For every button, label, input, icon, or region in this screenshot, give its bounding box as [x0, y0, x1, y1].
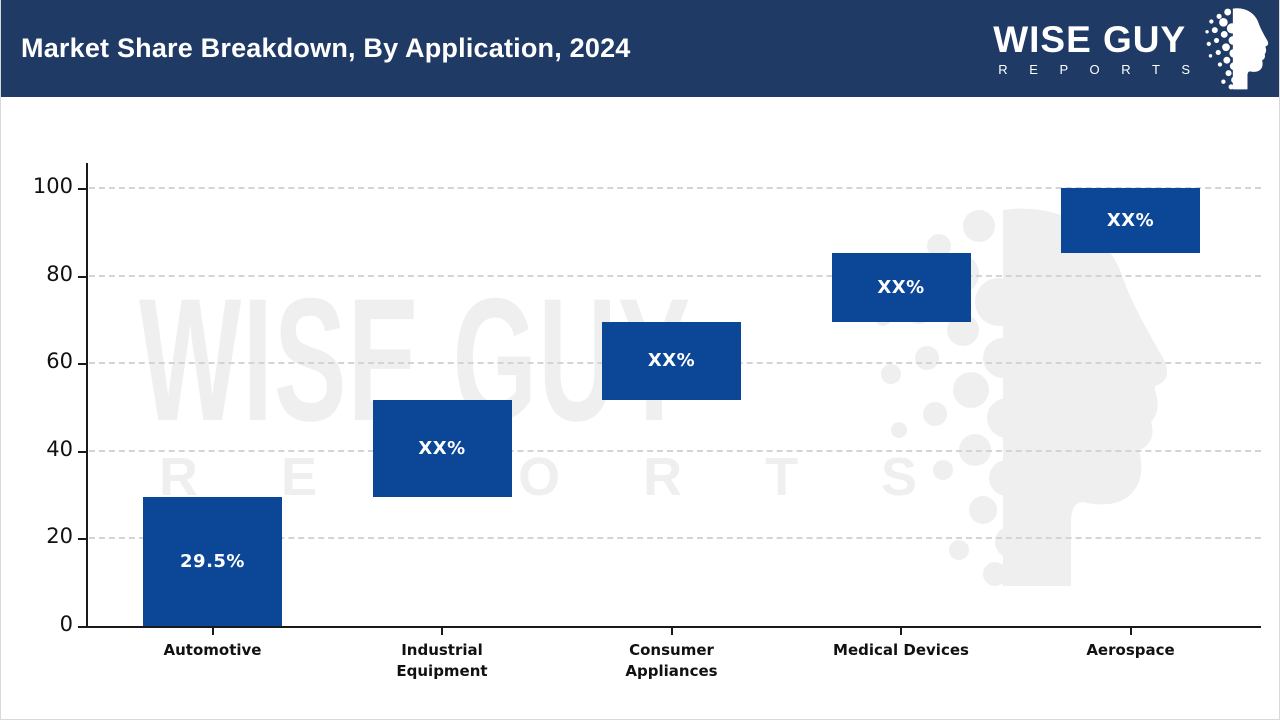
y-tick-label-100: 100: [32, 174, 73, 198]
y-tick-label-0: 0: [59, 612, 73, 636]
gridline-40: [89, 449, 1261, 452]
gridline-20: [89, 537, 1261, 540]
y-tickmark-60: [78, 363, 86, 366]
y-tick-label-40: 40: [46, 436, 73, 461]
x-category-label-line: Medical Devices: [833, 641, 969, 659]
x-category-label-line: Consumer: [629, 641, 714, 659]
x-category-label: Consumer Appliances: [577, 640, 767, 682]
x-category-label-line: Automotive: [163, 641, 262, 659]
x-tickmark-5: [1129, 628, 1132, 635]
y-tickmark-20: [78, 538, 86, 541]
logo-subtext: R E P O R T S: [998, 61, 1199, 77]
x-tickmark-1: [211, 628, 214, 635]
bar-medical-devices: XX%: [831, 252, 971, 322]
x-category-label: Industrial Equipment: [347, 640, 537, 682]
y-tickmark-80: [78, 275, 86, 278]
y-axis-line: [86, 163, 88, 628]
y-tick-label-80: 80: [46, 261, 73, 286]
bar-aerospace: XX%: [1061, 188, 1200, 253]
x-tickmark-2: [441, 628, 443, 635]
y-tickmark-100: [78, 188, 86, 190]
bar-industrial-equipment: XX%: [372, 399, 512, 497]
x-tickmark-3: [670, 628, 673, 635]
gridline-80: [89, 274, 1261, 277]
y-tick-label-20: 20: [46, 524, 73, 549]
x-category-label-line: Industrial: [401, 641, 483, 659]
x-category-label-line: Equipment: [396, 662, 488, 680]
y-tickmark-0: [78, 626, 86, 628]
bar-automotive: 29.5%: [143, 496, 282, 626]
header-banner: Market Share Breakdown, By Application, …: [1, 0, 1279, 97]
bar-value-label: 29.5%: [180, 550, 245, 572]
x-category-label: Aerospace: [1036, 640, 1226, 661]
wise-guy-head-icon: [1205, 7, 1269, 89]
bar-value-label: XX%: [418, 437, 466, 459]
y-tickmark-40: [78, 450, 86, 453]
x-category-label: Medical Devices: [806, 640, 996, 661]
bar-value-label: XX%: [647, 350, 696, 372]
logo-wordmark: WISE GUY: [993, 18, 1187, 60]
gridline-100: [89, 187, 1261, 189]
bar-value-label: XX%: [1106, 209, 1155, 231]
wise-guy-logo: WISE GUY R E P O R T S: [993, 6, 1271, 92]
watermark-subtext: R E P O R T S: [159, 447, 952, 507]
x-axis-line: [86, 626, 1261, 628]
bar-value-label: XX%: [877, 276, 925, 298]
x-category-label-line: Appliances: [625, 662, 718, 680]
x-tickmark-4: [900, 628, 902, 635]
logo-text-block: WISE GUY R E P O R T S: [993, 21, 1199, 77]
x-category-label-line: Aerospace: [1086, 641, 1175, 659]
bar-consumer-appliances: XX%: [602, 321, 741, 400]
page-title: Market Share Breakdown, By Application, …: [21, 33, 631, 63]
y-tick-label-60: 60: [46, 349, 73, 374]
x-category-label: Automotive: [118, 640, 308, 661]
